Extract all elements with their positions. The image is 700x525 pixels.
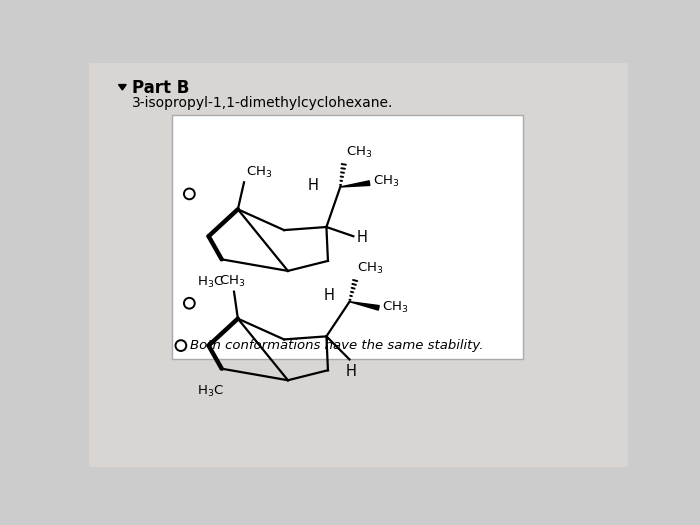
Text: H: H: [323, 288, 334, 303]
Polygon shape: [340, 181, 370, 187]
Text: H: H: [308, 178, 318, 193]
Text: H$_3$C: H$_3$C: [197, 275, 223, 290]
Text: CH$_3$: CH$_3$: [246, 165, 272, 180]
Bar: [172, 114, 523, 360]
Text: CH$_3$: CH$_3$: [372, 174, 399, 189]
Text: 3-isopropyl-1,1-dimethylcyclohexane.: 3-isopropyl-1,1-dimethylcyclohexane.: [132, 96, 393, 110]
Text: CH$_3$: CH$_3$: [382, 300, 408, 316]
Text: H: H: [346, 364, 356, 379]
Text: H$_3$C: H$_3$C: [197, 384, 223, 399]
Text: CH$_3$: CH$_3$: [219, 274, 246, 289]
Polygon shape: [118, 85, 126, 90]
Text: CH$_3$: CH$_3$: [346, 145, 372, 160]
Circle shape: [184, 298, 195, 309]
Text: H: H: [356, 230, 368, 245]
Polygon shape: [349, 302, 379, 310]
Circle shape: [184, 188, 195, 200]
Text: CH$_3$: CH$_3$: [357, 261, 384, 276]
Circle shape: [176, 340, 186, 351]
Text: Both conformations have the same stability.: Both conformations have the same stabili…: [190, 339, 484, 352]
Text: Part B: Part B: [132, 79, 189, 97]
